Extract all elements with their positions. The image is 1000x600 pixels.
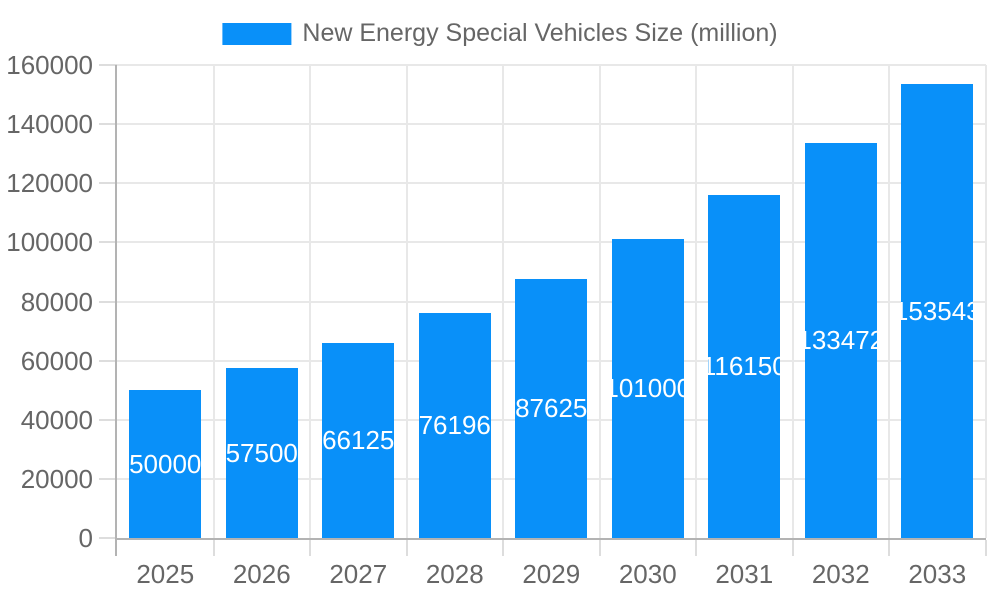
x-axis-tick [695, 540, 697, 556]
gridline-horizontal [117, 182, 986, 185]
y-tick-label: 0 [78, 523, 93, 553]
x-tick-label: 2026 [232, 559, 291, 589]
x-tick-label: 2027 [329, 559, 388, 589]
x-tick-label: 2032 [811, 559, 870, 589]
bar-value-label: 66125 [322, 424, 395, 455]
gridline-vertical [212, 65, 215, 538]
x-tick-label: 2029 [522, 559, 581, 589]
y-tick-label: 160000 [6, 50, 93, 80]
gridline-vertical [791, 65, 794, 538]
x-tick-label: 2025 [136, 559, 195, 589]
bar-value-label: 116150 [708, 350, 781, 381]
y-tick-label: 20000 [20, 463, 93, 494]
bar-value-label: 57500 [225, 437, 298, 468]
bar-2026: 57500 [225, 368, 298, 538]
bar-2031: 116150 [708, 194, 781, 538]
y-axis-tick [99, 477, 117, 480]
x-axis-tick [888, 540, 890, 556]
y-axis-tick [99, 300, 117, 303]
bar-2027: 66125 [322, 342, 395, 538]
legend-item[interactable]: New Energy Special Vehicles Size (millio… [222, 19, 778, 48]
bar-2029: 87625 [515, 278, 588, 538]
gridline-horizontal [117, 123, 986, 126]
y-axis-tick [99, 359, 117, 362]
bar-value-label: 153543 [901, 295, 973, 326]
x-tick-label: 2030 [618, 559, 677, 589]
legend-label: New Energy Special Vehicles Size (millio… [302, 19, 778, 47]
gridline-vertical [309, 65, 311, 538]
gridline-vertical [405, 65, 408, 538]
y-axis-tick [99, 182, 117, 185]
bar-value-label: 76196 [418, 409, 491, 440]
y-tick-label: 100000 [6, 227, 93, 258]
gridline-vertical [695, 65, 697, 538]
x-axis-tick [212, 540, 215, 556]
gridline-horizontal [117, 64, 986, 66]
x-axis-line [115, 538, 986, 540]
gridline-vertical [984, 65, 987, 538]
x-axis-tick [309, 540, 311, 556]
x-tick-label: 2033 [908, 559, 967, 589]
y-axis-tick [99, 64, 117, 66]
y-tick-label: 120000 [6, 168, 93, 199]
y-tick-label: 80000 [20, 286, 93, 317]
x-tick-label: 2031 [715, 559, 774, 589]
y-axis-tick [99, 123, 117, 126]
y-axis-tick [99, 241, 117, 244]
gridline-vertical [598, 65, 601, 538]
y-tick-label: 40000 [20, 404, 93, 435]
x-axis-tick [502, 540, 504, 556]
gridline-horizontal [117, 241, 986, 244]
bar-2030: 101000 [611, 239, 684, 538]
y-tick-label: 140000 [6, 109, 93, 140]
y-axis-tick [99, 537, 117, 539]
x-axis-tick [598, 540, 601, 556]
x-axis-tick [984, 540, 987, 556]
bar-2033: 153543 [901, 84, 974, 538]
y-axis-tick [99, 418, 117, 421]
bar-2028: 76196 [418, 312, 491, 538]
bar-value-label: 101000 [612, 373, 684, 404]
x-tick-label: 2028 [425, 559, 484, 589]
gridline-vertical [502, 65, 504, 538]
y-tick-label: 60000 [20, 345, 93, 376]
gridline-vertical [888, 65, 890, 538]
y-axis-line [115, 65, 117, 556]
x-axis-tick [405, 540, 408, 556]
bar-2025: 50000 [129, 390, 202, 538]
bar-value-label: 50000 [129, 448, 202, 479]
bar-value-label: 87625 [515, 392, 588, 423]
x-axis-tick [791, 540, 794, 556]
legend-swatch [222, 22, 292, 45]
